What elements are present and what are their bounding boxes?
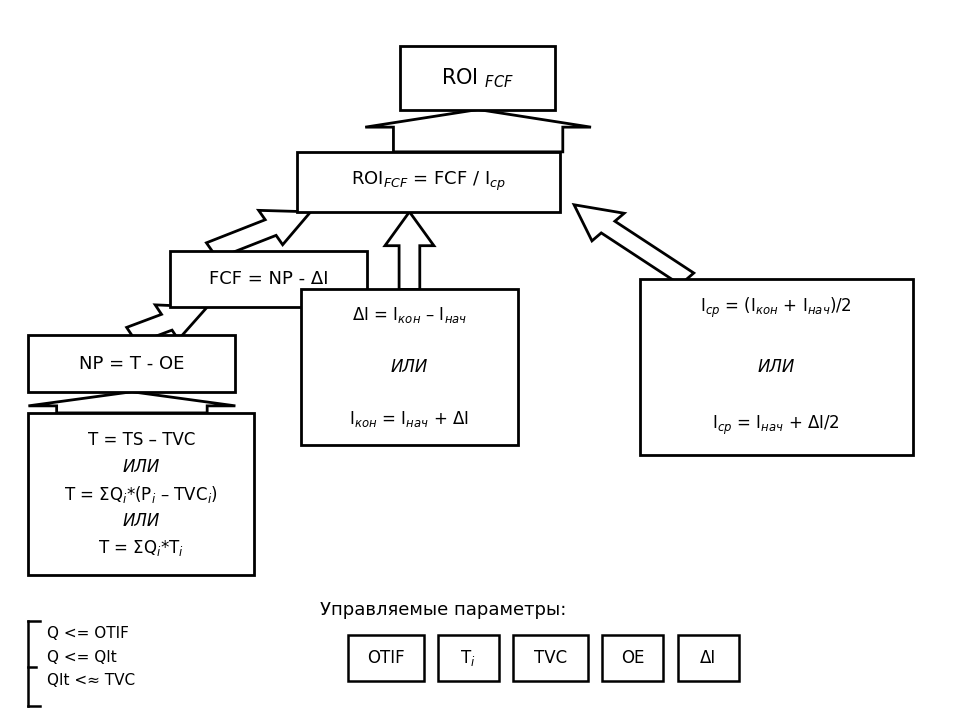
Polygon shape <box>127 305 207 343</box>
Text: Q <= QIt: Q <= QIt <box>47 649 117 665</box>
Text: ИЛИ: ИЛИ <box>757 358 795 376</box>
FancyBboxPatch shape <box>513 635 588 681</box>
Text: OE: OE <box>621 649 644 667</box>
Text: Управляемые параметры:: Управляемые параметры: <box>320 601 566 619</box>
Polygon shape <box>385 212 434 289</box>
Text: ΔI = I$_{кон}$ – I$_{нач}$: ΔI = I$_{кон}$ – I$_{нач}$ <box>351 305 468 325</box>
FancyBboxPatch shape <box>438 635 499 681</box>
Text: T = TS – TVC: T = TS – TVC <box>87 431 195 449</box>
Text: ROI $_{FCF}$: ROI $_{FCF}$ <box>441 66 515 89</box>
Text: T$_i$: T$_i$ <box>461 648 476 668</box>
Text: Q <= OTIF: Q <= OTIF <box>47 626 129 642</box>
FancyBboxPatch shape <box>29 336 235 392</box>
Text: OTIF: OTIF <box>367 649 405 667</box>
FancyBboxPatch shape <box>301 289 517 445</box>
Text: QIt <≈ TVC: QIt <≈ TVC <box>47 673 135 688</box>
Text: TVC: TVC <box>534 649 567 667</box>
Polygon shape <box>574 204 694 284</box>
Polygon shape <box>29 392 235 413</box>
FancyBboxPatch shape <box>602 635 663 681</box>
Polygon shape <box>365 109 591 152</box>
FancyBboxPatch shape <box>29 413 254 575</box>
Text: I$_{кон}$ = I$_{нач}$ + ΔI: I$_{кон}$ = I$_{нач}$ + ΔI <box>349 409 469 429</box>
Text: ИЛИ: ИЛИ <box>391 358 428 376</box>
Text: ИЛИ: ИЛИ <box>123 512 160 530</box>
FancyBboxPatch shape <box>348 635 423 681</box>
Text: NP = T - OE: NP = T - OE <box>80 354 184 372</box>
Text: I$_{cp}$ = (I$_{кон}$ + I$_{нач}$)/2: I$_{cp}$ = (I$_{кон}$ + I$_{нач}$)/2 <box>701 296 852 320</box>
Polygon shape <box>206 210 311 258</box>
FancyBboxPatch shape <box>170 251 367 307</box>
FancyBboxPatch shape <box>297 152 560 212</box>
Text: ИЛИ: ИЛИ <box>123 458 160 476</box>
Text: ROI$_{FCF}$ = FCF / I$_{cp}$: ROI$_{FCF}$ = FCF / I$_{cp}$ <box>350 170 506 194</box>
Text: ΔI: ΔI <box>700 649 716 667</box>
Text: T = ΣQ$_i$*(P$_i$ – TVC$_i$): T = ΣQ$_i$*(P$_i$ – TVC$_i$) <box>64 484 218 505</box>
Text: T = ΣQ$_i$*T$_i$: T = ΣQ$_i$*T$_i$ <box>98 538 184 558</box>
FancyBboxPatch shape <box>400 46 555 109</box>
FancyBboxPatch shape <box>678 635 738 681</box>
Text: I$_{cp}$ = I$_{нач}$ + ΔI/2: I$_{cp}$ = I$_{нач}$ + ΔI/2 <box>712 414 840 438</box>
FancyBboxPatch shape <box>640 279 913 455</box>
Text: FCF = NP - ΔI: FCF = NP - ΔI <box>208 270 328 288</box>
